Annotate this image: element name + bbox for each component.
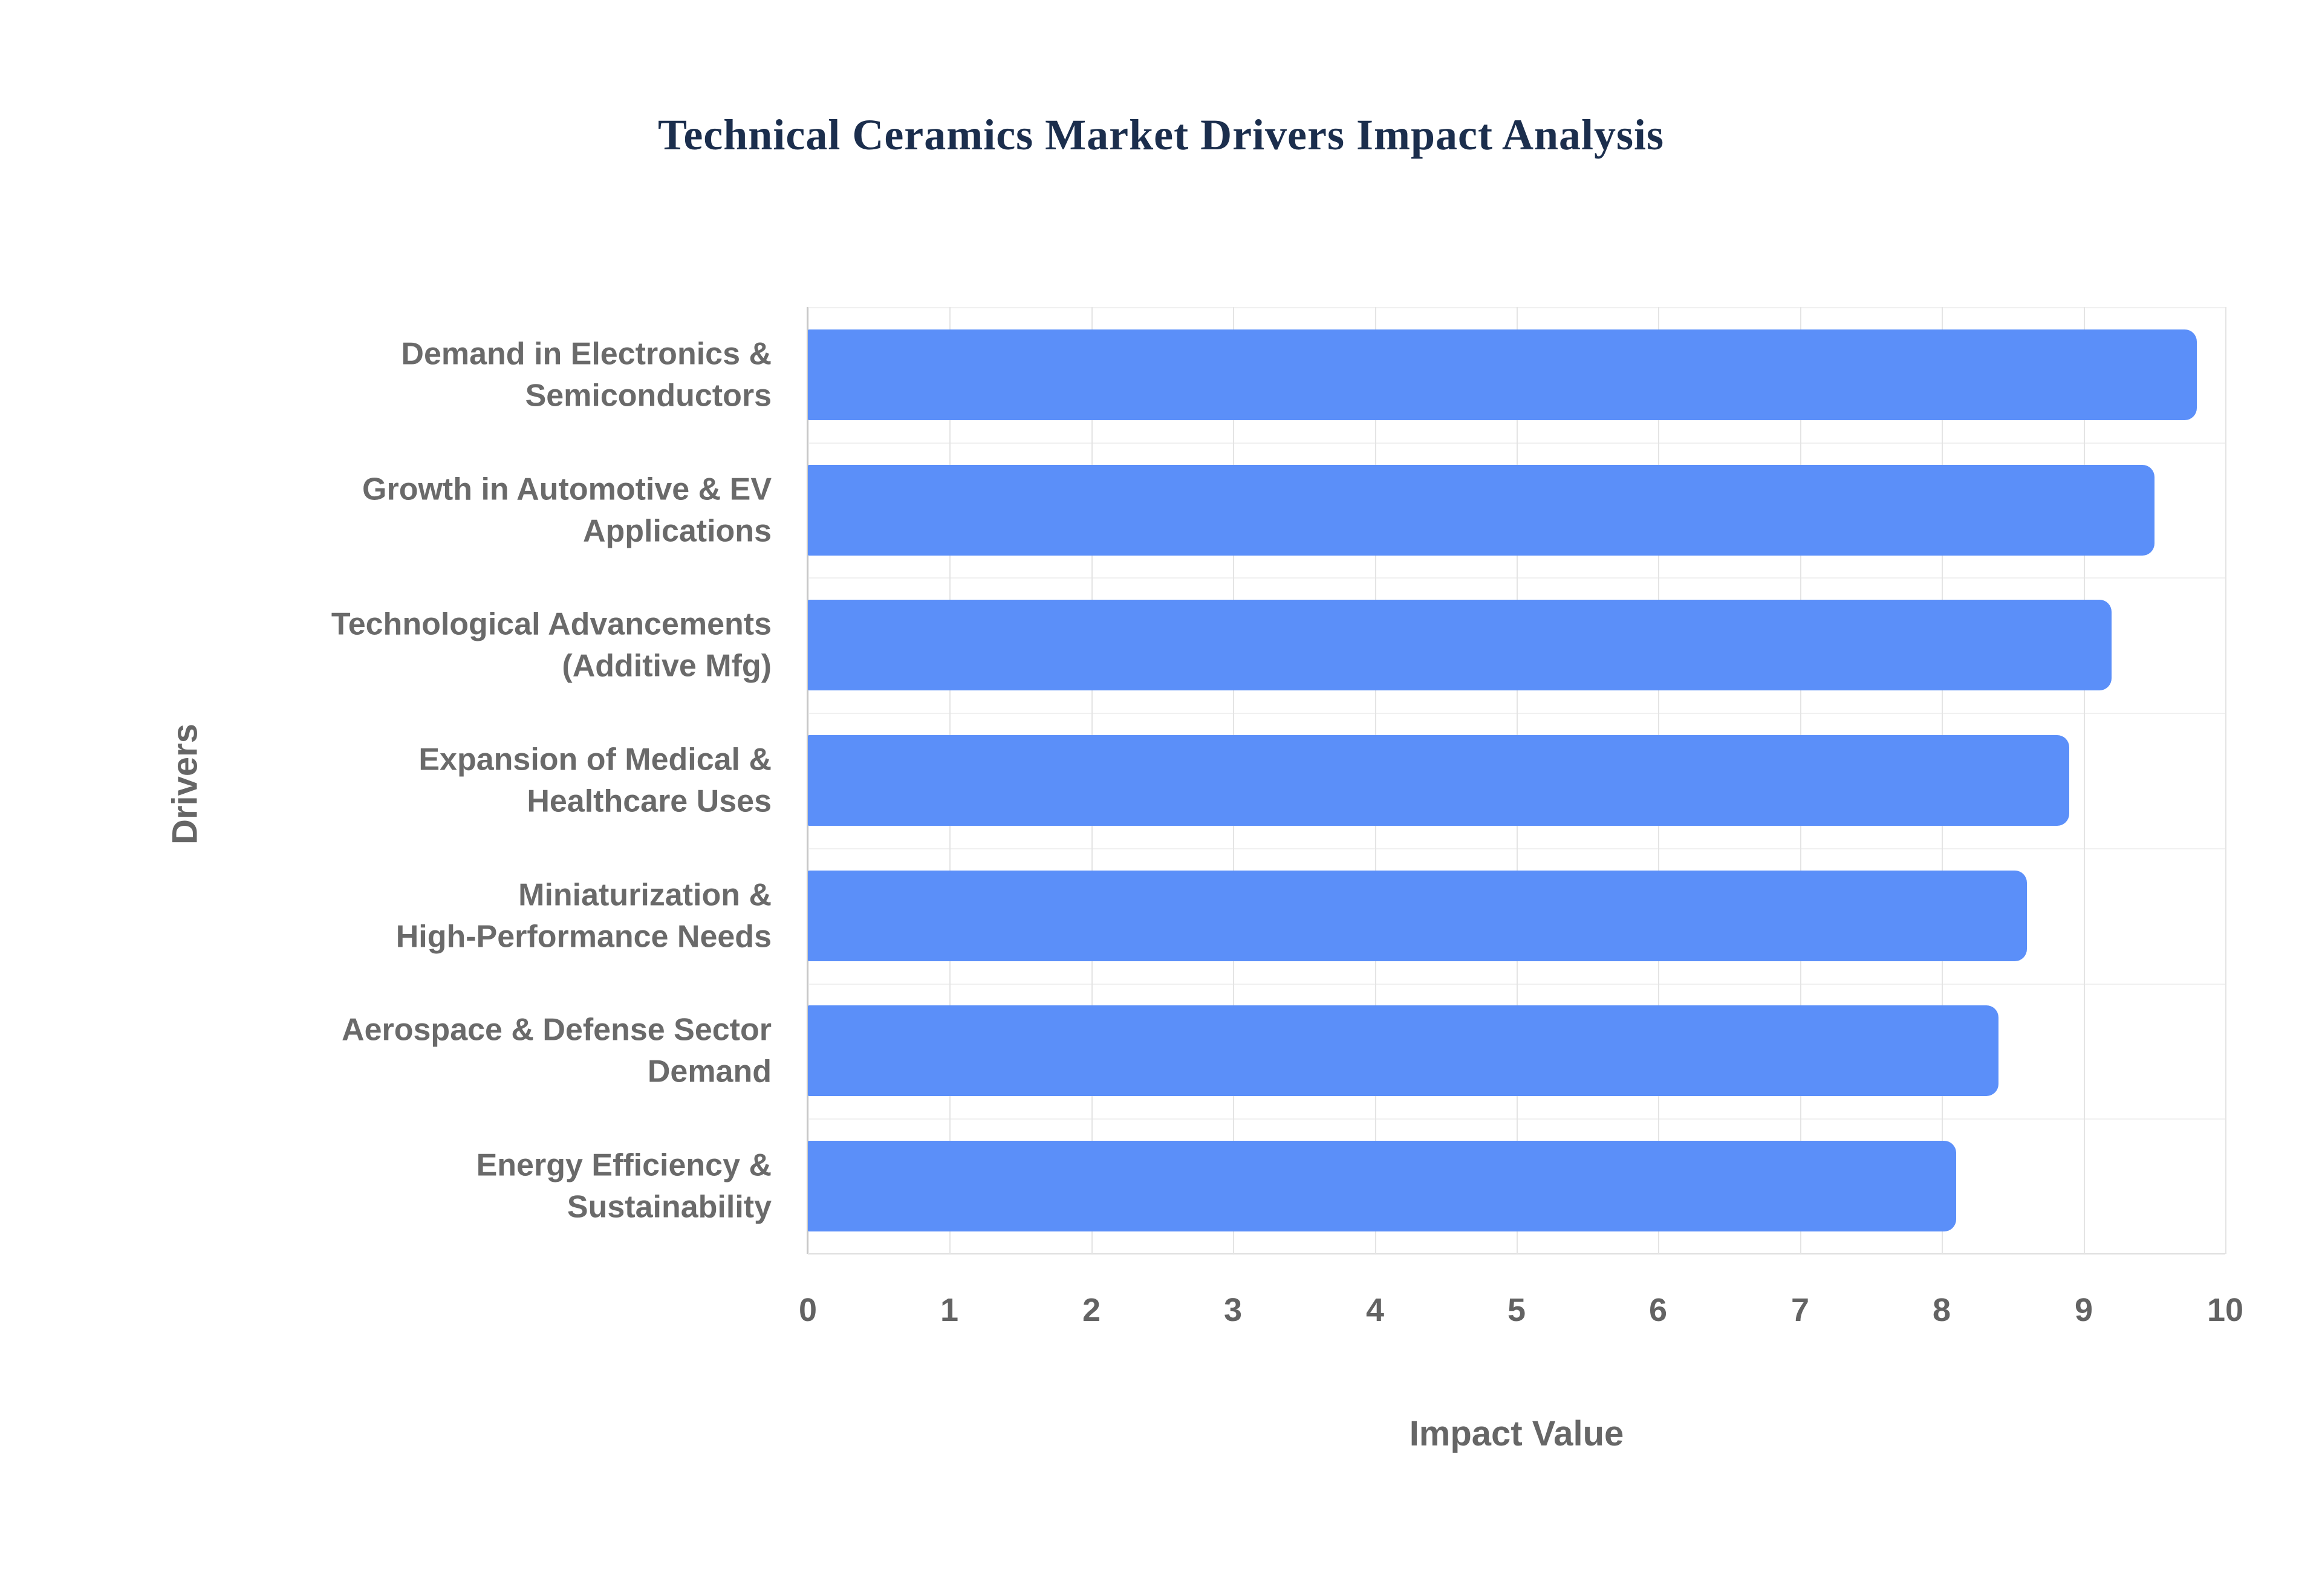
category-label: Demand in Electronics & Semiconductors — [401, 336, 772, 413]
x-tick-label: 9 — [2074, 1292, 2093, 1328]
bar — [808, 871, 2027, 961]
x-axis-title: Impact Value — [1409, 1414, 1624, 1453]
category-label: Energy Efficiency & Sustainability — [476, 1147, 772, 1224]
vertical-gridline — [2225, 307, 2226, 1254]
bar — [808, 735, 2069, 826]
x-tick-label: 4 — [1365, 1292, 1385, 1328]
x-tick-label: 10 — [2207, 1292, 2244, 1328]
category-label: Expansion of Medical & Healthcare Uses — [418, 742, 772, 819]
category-labels-column: Demand in Electronics & Semiconductors Gr… — [115, 307, 772, 1254]
x-tick-label: 7 — [1790, 1292, 1810, 1328]
y-axis-line — [807, 307, 808, 1254]
vertical-gridline — [2084, 307, 2085, 1254]
x-tick-label: 8 — [1932, 1292, 1951, 1328]
bar — [808, 329, 2197, 420]
x-tick-label: 6 — [1648, 1292, 1668, 1328]
category-label: Growth in Automotive & EV Applications — [362, 472, 772, 548]
bar — [808, 1005, 1998, 1096]
plot-area — [807, 307, 2226, 1255]
category-label: Technological Advancements (Additive Mfg… — [331, 606, 772, 683]
x-tick-label: 1 — [940, 1292, 959, 1328]
horizontal-gridline — [808, 1254, 2225, 1255]
x-tick-label: 0 — [798, 1292, 818, 1328]
category-label: Aerospace & Defense Sector Demand — [342, 1012, 772, 1089]
x-tick-label: 2 — [1082, 1292, 1101, 1328]
category-label: Miniaturization & High-Performance Needs — [395, 877, 772, 954]
bar — [808, 1141, 1956, 1231]
chart-title: Technical Ceramics Market Drivers Impact… — [657, 111, 1665, 159]
x-tick-label: 5 — [1507, 1292, 1526, 1328]
bar — [808, 600, 2112, 690]
x-tick-label: 3 — [1223, 1292, 1243, 1328]
bar — [808, 465, 2155, 556]
x-tick-labels-row: 0 1 2 3 4 5 6 7 8 9 10 — [799, 1291, 2243, 1334]
